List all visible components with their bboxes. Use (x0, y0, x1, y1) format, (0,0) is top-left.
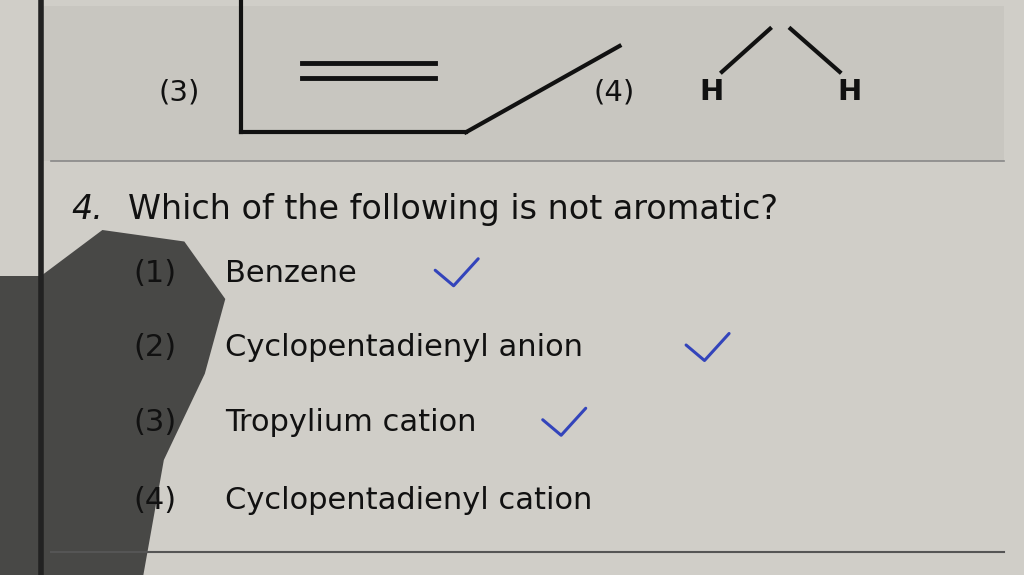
Text: H: H (699, 78, 724, 106)
Text: Which of the following is not aromatic?: Which of the following is not aromatic? (128, 193, 778, 227)
Text: Tropylium cation: Tropylium cation (225, 408, 477, 437)
Text: H: H (838, 78, 862, 106)
Text: (3): (3) (133, 408, 176, 437)
Text: Benzene: Benzene (225, 259, 357, 288)
Polygon shape (0, 230, 225, 575)
Text: (4): (4) (133, 486, 176, 515)
Text: (1): (1) (133, 259, 176, 288)
Text: (3): (3) (159, 78, 200, 106)
Text: Cyclopentadienyl anion: Cyclopentadienyl anion (225, 334, 584, 362)
Text: 4.: 4. (72, 193, 103, 227)
Text: (4): (4) (594, 78, 635, 106)
Text: Cyclopentadienyl cation: Cyclopentadienyl cation (225, 486, 593, 515)
Text: (2): (2) (133, 334, 176, 362)
FancyBboxPatch shape (41, 6, 1004, 161)
